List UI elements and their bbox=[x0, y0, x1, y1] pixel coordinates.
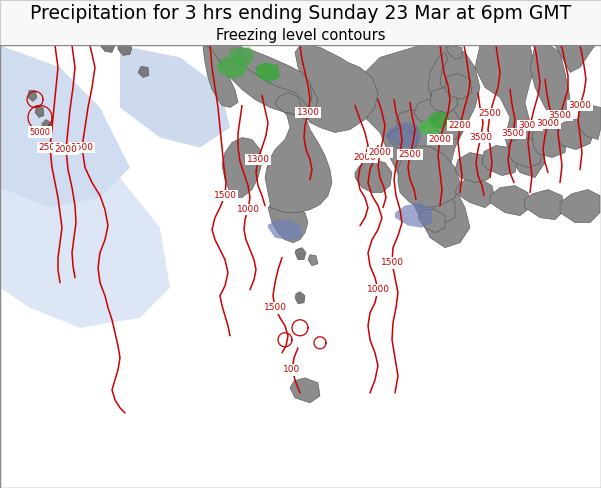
Polygon shape bbox=[228, 47, 255, 65]
Polygon shape bbox=[205, 45, 242, 62]
Text: 3000: 3000 bbox=[519, 121, 542, 130]
Polygon shape bbox=[295, 248, 306, 260]
Text: 2000: 2000 bbox=[368, 148, 391, 157]
Polygon shape bbox=[290, 378, 320, 403]
Text: 100: 100 bbox=[284, 366, 300, 374]
Polygon shape bbox=[430, 193, 455, 223]
Text: 2500: 2500 bbox=[38, 143, 61, 152]
Polygon shape bbox=[418, 210, 445, 233]
Polygon shape bbox=[28, 90, 37, 102]
Polygon shape bbox=[42, 120, 52, 134]
Text: 1300: 1300 bbox=[246, 155, 269, 164]
Text: 1500: 1500 bbox=[213, 191, 237, 200]
Polygon shape bbox=[482, 145, 518, 176]
Polygon shape bbox=[532, 127, 567, 158]
Polygon shape bbox=[35, 105, 44, 118]
Text: 2000: 2000 bbox=[429, 135, 451, 144]
Text: 3000: 3000 bbox=[537, 119, 560, 128]
Text: Precipitation for 3 hrs ending Sunday 23 Mar at 6pm GMT: Precipitation for 3 hrs ending Sunday 23… bbox=[30, 4, 571, 23]
Text: 1500: 1500 bbox=[380, 258, 403, 267]
Polygon shape bbox=[120, 45, 230, 147]
Text: 2500: 2500 bbox=[478, 109, 501, 118]
Polygon shape bbox=[430, 87, 458, 114]
Polygon shape bbox=[350, 45, 480, 248]
Polygon shape bbox=[268, 220, 302, 240]
Polygon shape bbox=[275, 92, 302, 114]
Polygon shape bbox=[446, 45, 462, 60]
Polygon shape bbox=[428, 111, 450, 129]
Polygon shape bbox=[220, 45, 312, 107]
Text: 1000: 1000 bbox=[237, 205, 260, 214]
Polygon shape bbox=[295, 45, 378, 133]
Text: Freezing level contours: Freezing level contours bbox=[216, 28, 385, 43]
Text: 1500: 1500 bbox=[70, 143, 94, 152]
Polygon shape bbox=[558, 120, 595, 149]
Polygon shape bbox=[578, 105, 601, 140]
Text: 2500: 2500 bbox=[398, 150, 421, 159]
Polygon shape bbox=[308, 255, 318, 265]
Polygon shape bbox=[445, 73, 472, 100]
Polygon shape bbox=[0, 45, 130, 207]
Polygon shape bbox=[216, 56, 248, 80]
Polygon shape bbox=[385, 122, 422, 147]
Polygon shape bbox=[428, 52, 462, 140]
Polygon shape bbox=[418, 120, 440, 138]
Polygon shape bbox=[475, 45, 545, 178]
Polygon shape bbox=[490, 185, 530, 216]
Polygon shape bbox=[222, 138, 262, 198]
Polygon shape bbox=[268, 203, 308, 243]
Polygon shape bbox=[205, 45, 318, 120]
Polygon shape bbox=[530, 45, 570, 122]
Text: 3000: 3000 bbox=[569, 101, 591, 110]
Polygon shape bbox=[388, 127, 418, 149]
Text: 1000: 1000 bbox=[367, 285, 389, 294]
Polygon shape bbox=[414, 100, 440, 124]
Text: 2000: 2000 bbox=[55, 145, 78, 154]
Text: 3500: 3500 bbox=[469, 133, 492, 142]
Polygon shape bbox=[560, 189, 600, 223]
Polygon shape bbox=[508, 138, 542, 167]
Polygon shape bbox=[355, 160, 392, 193]
Polygon shape bbox=[100, 45, 115, 52]
Polygon shape bbox=[0, 45, 170, 328]
Polygon shape bbox=[398, 145, 460, 207]
Polygon shape bbox=[138, 66, 149, 78]
Polygon shape bbox=[118, 45, 132, 56]
Text: 5000: 5000 bbox=[29, 127, 50, 137]
Text: 3500: 3500 bbox=[501, 129, 525, 138]
Polygon shape bbox=[396, 109, 422, 133]
Polygon shape bbox=[295, 292, 305, 304]
Polygon shape bbox=[203, 45, 238, 107]
Text: 3500: 3500 bbox=[549, 111, 572, 120]
Text: 1500: 1500 bbox=[263, 303, 287, 312]
Polygon shape bbox=[265, 92, 332, 213]
Polygon shape bbox=[455, 153, 492, 183]
Polygon shape bbox=[555, 45, 595, 72]
Polygon shape bbox=[395, 203, 432, 227]
Polygon shape bbox=[455, 178, 495, 207]
Text: 2000: 2000 bbox=[353, 153, 376, 162]
Polygon shape bbox=[524, 189, 565, 220]
Polygon shape bbox=[255, 62, 280, 82]
Text: 2200: 2200 bbox=[448, 121, 471, 130]
Text: 1300: 1300 bbox=[296, 108, 320, 117]
